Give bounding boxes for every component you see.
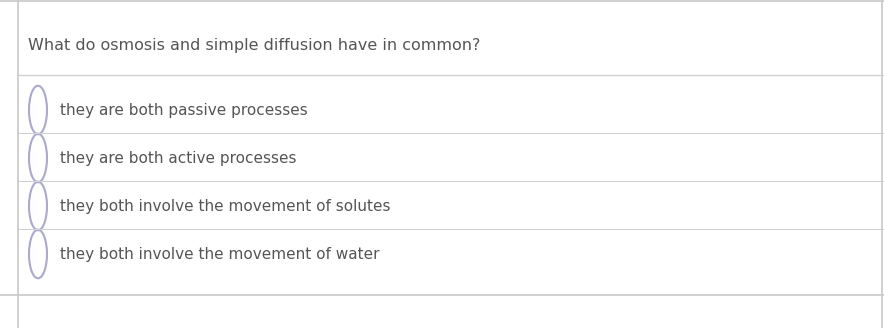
Text: they both involve the movement of solutes: they both involve the movement of solute…: [60, 198, 391, 214]
Text: they are both passive processes: they are both passive processes: [60, 102, 308, 117]
Text: they are both active processes: they are both active processes: [60, 151, 296, 166]
Text: What do osmosis and simple diffusion have in common?: What do osmosis and simple diffusion hav…: [28, 38, 480, 53]
Text: they both involve the movement of water: they both involve the movement of water: [60, 247, 379, 261]
